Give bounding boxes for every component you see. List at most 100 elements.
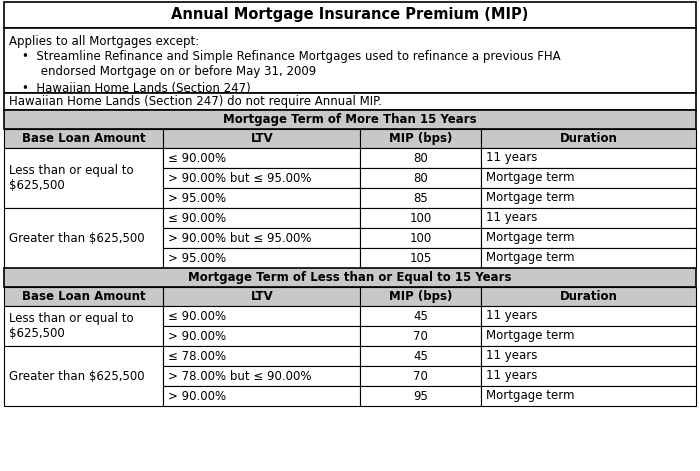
- Text: 85: 85: [414, 192, 428, 204]
- Text: Mortgage term: Mortgage term: [486, 171, 575, 185]
- Bar: [482, 326, 696, 346]
- Text: MIP (bps): MIP (bps): [389, 132, 453, 145]
- Text: MIP (bps): MIP (bps): [389, 290, 453, 303]
- Text: 11 years: 11 years: [486, 370, 538, 382]
- Text: Greater than $625,500: Greater than $625,500: [9, 370, 145, 382]
- Bar: [482, 228, 696, 248]
- Bar: [4, 148, 163, 208]
- Text: 11 years: 11 years: [486, 349, 538, 363]
- Bar: [482, 168, 696, 188]
- Bar: [482, 306, 696, 326]
- Bar: [163, 129, 361, 148]
- Text: Mortgage term: Mortgage term: [486, 232, 575, 244]
- Text: 100: 100: [410, 232, 432, 244]
- Bar: [163, 188, 361, 208]
- Bar: [4, 268, 696, 287]
- Text: LTV: LTV: [251, 290, 273, 303]
- Bar: [163, 287, 361, 306]
- Text: LTV: LTV: [251, 132, 273, 145]
- Bar: [360, 248, 482, 268]
- Text: Duration: Duration: [560, 132, 617, 145]
- Bar: [360, 129, 482, 148]
- Bar: [4, 129, 163, 148]
- Bar: [360, 208, 482, 228]
- Text: Annual Mortgage Insurance Premium (MIP): Annual Mortgage Insurance Premium (MIP): [172, 8, 528, 23]
- Bar: [4, 346, 163, 406]
- Text: 80: 80: [414, 152, 428, 164]
- Bar: [163, 148, 361, 168]
- Text: ≤ 78.00%: ≤ 78.00%: [168, 349, 226, 363]
- Bar: [163, 366, 361, 386]
- Bar: [482, 386, 696, 406]
- Bar: [482, 188, 696, 208]
- Bar: [4, 208, 163, 268]
- Text: •  Hawaiian Home Lands (Section 247): • Hawaiian Home Lands (Section 247): [22, 82, 251, 95]
- Text: Applies to all Mortgages except:: Applies to all Mortgages except:: [9, 35, 199, 48]
- Bar: [4, 110, 696, 129]
- Bar: [482, 208, 696, 228]
- Bar: [360, 287, 482, 306]
- Text: 95: 95: [414, 390, 428, 403]
- Text: Duration: Duration: [560, 290, 617, 303]
- Text: 45: 45: [414, 349, 428, 363]
- Text: 45: 45: [414, 309, 428, 323]
- Bar: [482, 287, 696, 306]
- Bar: [163, 326, 361, 346]
- Bar: [163, 386, 361, 406]
- Bar: [360, 306, 482, 326]
- Text: Mortgage Term of More Than 15 Years: Mortgage Term of More Than 15 Years: [223, 113, 477, 126]
- Bar: [360, 346, 482, 366]
- Text: > 90.00% but ≤ 95.00%: > 90.00% but ≤ 95.00%: [168, 232, 312, 244]
- Text: > 90.00%: > 90.00%: [168, 390, 226, 403]
- Bar: [360, 228, 482, 248]
- Text: > 95.00%: > 95.00%: [168, 252, 226, 265]
- Text: Hawaiian Home Lands (Section 247) do not require Annual MIP.: Hawaiian Home Lands (Section 247) do not…: [9, 95, 382, 108]
- Text: ≤ 90.00%: ≤ 90.00%: [168, 211, 226, 225]
- Text: > 78.00% but ≤ 90.00%: > 78.00% but ≤ 90.00%: [168, 370, 312, 382]
- Text: Greater than $625,500: Greater than $625,500: [9, 232, 145, 244]
- Text: Less than or equal to
$625,500: Less than or equal to $625,500: [9, 312, 134, 340]
- Bar: [163, 248, 361, 268]
- Text: Base Loan Amount: Base Loan Amount: [22, 290, 146, 303]
- Bar: [360, 366, 482, 386]
- Bar: [360, 168, 482, 188]
- Bar: [163, 228, 361, 248]
- Text: ≤ 90.00%: ≤ 90.00%: [168, 309, 226, 323]
- Text: > 95.00%: > 95.00%: [168, 192, 226, 204]
- Text: 70: 70: [414, 370, 428, 382]
- Text: 70: 70: [414, 330, 428, 342]
- Text: > 90.00% but ≤ 95.00%: > 90.00% but ≤ 95.00%: [168, 171, 312, 185]
- Text: Mortgage term: Mortgage term: [486, 192, 575, 204]
- Text: 100: 100: [410, 211, 432, 225]
- Text: Mortgage Term of Less than or Equal to 15 Years: Mortgage Term of Less than or Equal to 1…: [188, 271, 512, 284]
- Text: 11 years: 11 years: [486, 309, 538, 323]
- Bar: [360, 386, 482, 406]
- Bar: [4, 2, 696, 28]
- Text: Less than or equal to
$625,500: Less than or equal to $625,500: [9, 164, 134, 192]
- Text: 11 years: 11 years: [486, 211, 538, 225]
- Text: Mortgage term: Mortgage term: [486, 390, 575, 403]
- Text: 80: 80: [414, 171, 428, 185]
- Text: Mortgage term: Mortgage term: [486, 252, 575, 265]
- Text: •  Streamline Refinance and Simple Refinance Mortgages used to refinance a previ: • Streamline Refinance and Simple Refina…: [22, 50, 561, 78]
- Bar: [482, 366, 696, 386]
- Bar: [482, 129, 696, 148]
- Bar: [163, 306, 361, 326]
- Bar: [482, 248, 696, 268]
- Text: > 90.00%: > 90.00%: [168, 330, 226, 342]
- Bar: [4, 287, 163, 306]
- Bar: [4, 28, 696, 93]
- Bar: [360, 148, 482, 168]
- Text: Mortgage term: Mortgage term: [486, 330, 575, 342]
- Text: ≤ 90.00%: ≤ 90.00%: [168, 152, 226, 164]
- Bar: [482, 346, 696, 366]
- Bar: [163, 346, 361, 366]
- Bar: [4, 93, 696, 110]
- Bar: [163, 168, 361, 188]
- Text: Base Loan Amount: Base Loan Amount: [22, 132, 146, 145]
- Bar: [360, 188, 482, 208]
- Bar: [360, 326, 482, 346]
- Bar: [4, 306, 163, 346]
- Text: 105: 105: [410, 252, 432, 265]
- Bar: [163, 208, 361, 228]
